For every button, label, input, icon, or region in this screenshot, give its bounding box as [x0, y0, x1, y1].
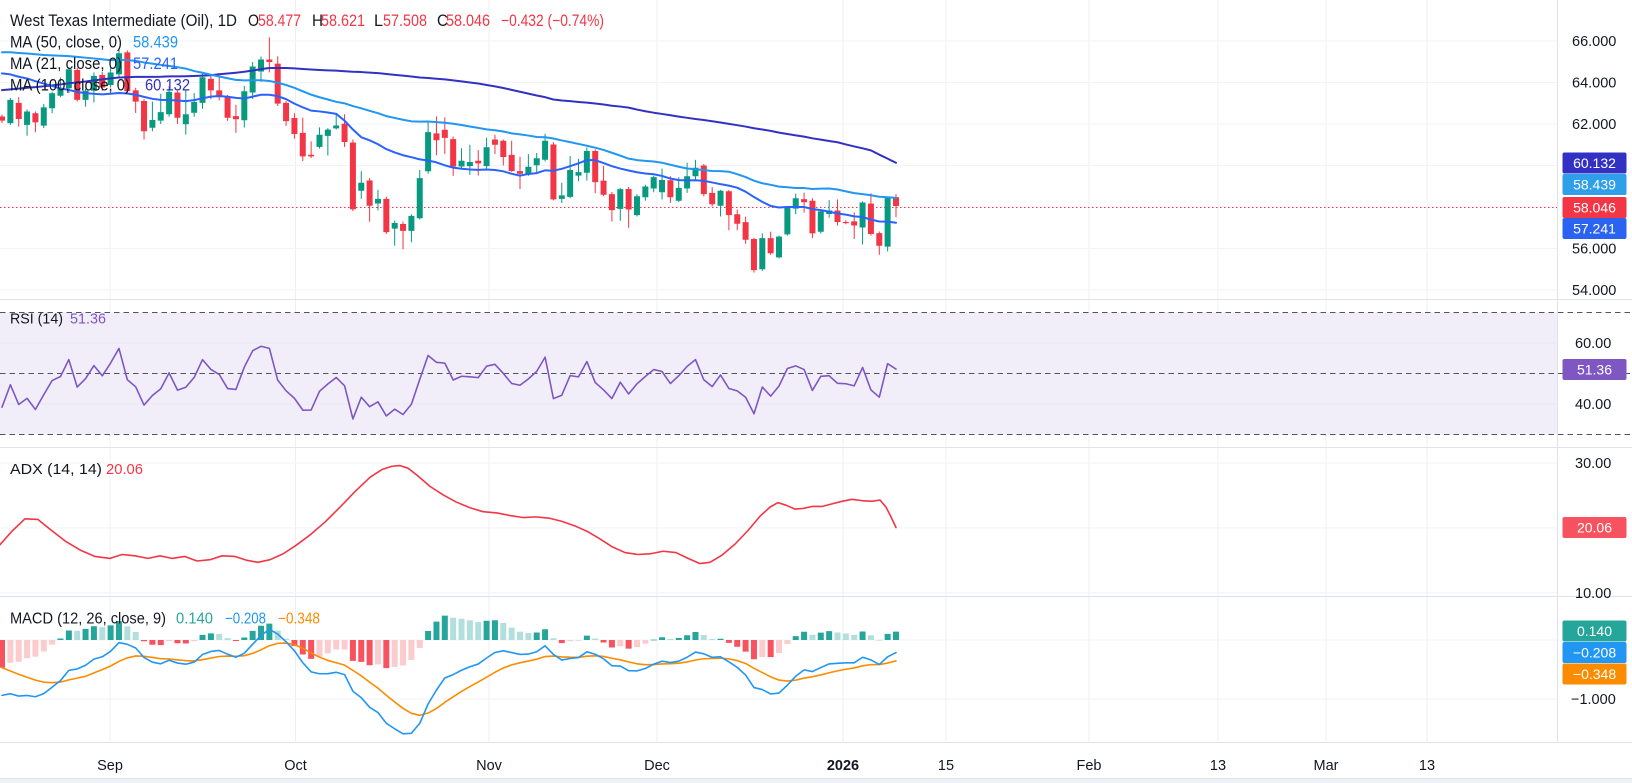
svg-text:MA (100, close, 0): MA (100, close, 0) [10, 77, 130, 95]
svg-text:57.241: 57.241 [1573, 221, 1616, 237]
svg-text:13: 13 [1419, 758, 1435, 774]
svg-text:0.140: 0.140 [176, 611, 213, 628]
svg-text:RSI (14): RSI (14) [10, 311, 63, 328]
svg-text:60.132: 60.132 [145, 77, 190, 95]
svg-text:20.06: 20.06 [1577, 520, 1612, 536]
svg-text:56.000: 56.000 [1572, 242, 1616, 258]
svg-text:C: C [437, 12, 448, 30]
svg-text:−0.208: −0.208 [225, 611, 266, 628]
svg-text:58.046: 58.046 [446, 12, 490, 30]
svg-text:L: L [374, 12, 383, 30]
svg-text:58.046: 58.046 [1573, 200, 1616, 216]
svg-text:40.00: 40.00 [1575, 397, 1611, 413]
svg-text:2026: 2026 [827, 758, 859, 774]
svg-text:−1.000: −1.000 [1571, 692, 1616, 708]
svg-text:ADX (14, 14): ADX (14, 14) [10, 461, 102, 478]
svg-text:−0.348: −0.348 [1573, 666, 1616, 682]
svg-text:15: 15 [938, 758, 954, 774]
svg-text:58.439: 58.439 [1573, 177, 1616, 193]
svg-text:O: O [248, 12, 259, 30]
svg-text:Nov: Nov [476, 758, 503, 774]
svg-text:West Texas Intermediate (Oil),: West Texas Intermediate (Oil), 1D [10, 12, 237, 30]
svg-text:Oct: Oct [284, 758, 307, 774]
svg-text:58.621: 58.621 [321, 12, 365, 30]
svg-text:13: 13 [1210, 758, 1226, 774]
svg-text:20.06: 20.06 [106, 461, 143, 478]
svg-text:H: H [312, 12, 323, 30]
svg-text:51.36: 51.36 [1577, 362, 1612, 378]
svg-text:10.00: 10.00 [1575, 586, 1611, 602]
svg-text:51.36: 51.36 [70, 311, 106, 328]
svg-text:−0.348: −0.348 [278, 611, 320, 628]
svg-text:58.477: 58.477 [258, 12, 301, 30]
svg-text:57.241: 57.241 [133, 55, 178, 73]
svg-text:−0.432 (−0.74%): −0.432 (−0.74%) [501, 12, 604, 30]
svg-text:MA (50, close, 0): MA (50, close, 0) [10, 34, 122, 52]
svg-text:Dec: Dec [644, 758, 670, 774]
svg-text:60.132: 60.132 [1573, 155, 1616, 171]
svg-text:MACD (12, 26, close, 9): MACD (12, 26, close, 9) [10, 611, 166, 628]
svg-text:57.508: 57.508 [383, 12, 427, 30]
svg-text:64.000: 64.000 [1572, 76, 1616, 92]
svg-text:66.000: 66.000 [1572, 34, 1616, 50]
svg-text:54.000: 54.000 [1572, 283, 1616, 299]
svg-text:Mar: Mar [1314, 758, 1339, 774]
svg-text:30.00: 30.00 [1575, 456, 1611, 472]
svg-text:Sep: Sep [97, 758, 123, 774]
svg-text:58.439: 58.439 [133, 34, 178, 52]
svg-text:60.00: 60.00 [1575, 336, 1611, 352]
svg-text:0.140: 0.140 [1577, 623, 1612, 639]
svg-text:−0.208: −0.208 [1573, 645, 1616, 661]
svg-text:MA (21, close, 0): MA (21, close, 0) [10, 55, 122, 73]
svg-text:62.000: 62.000 [1572, 117, 1616, 133]
svg-text:Feb: Feb [1077, 758, 1102, 774]
